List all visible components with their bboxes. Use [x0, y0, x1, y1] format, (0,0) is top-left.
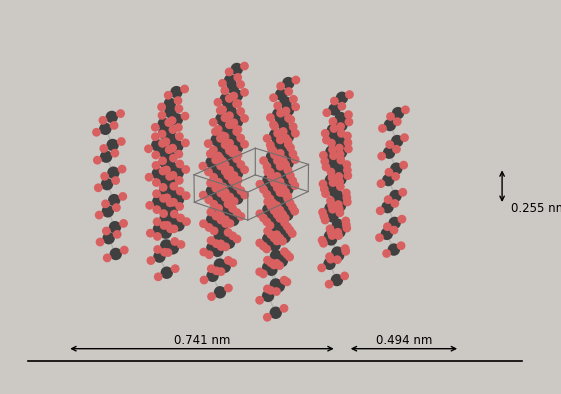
Text: 0.494 nm: 0.494 nm [376, 335, 432, 347]
Text: 0.741 nm: 0.741 nm [174, 335, 230, 347]
Text: 0.255 nm: 0.255 nm [511, 203, 561, 215]
